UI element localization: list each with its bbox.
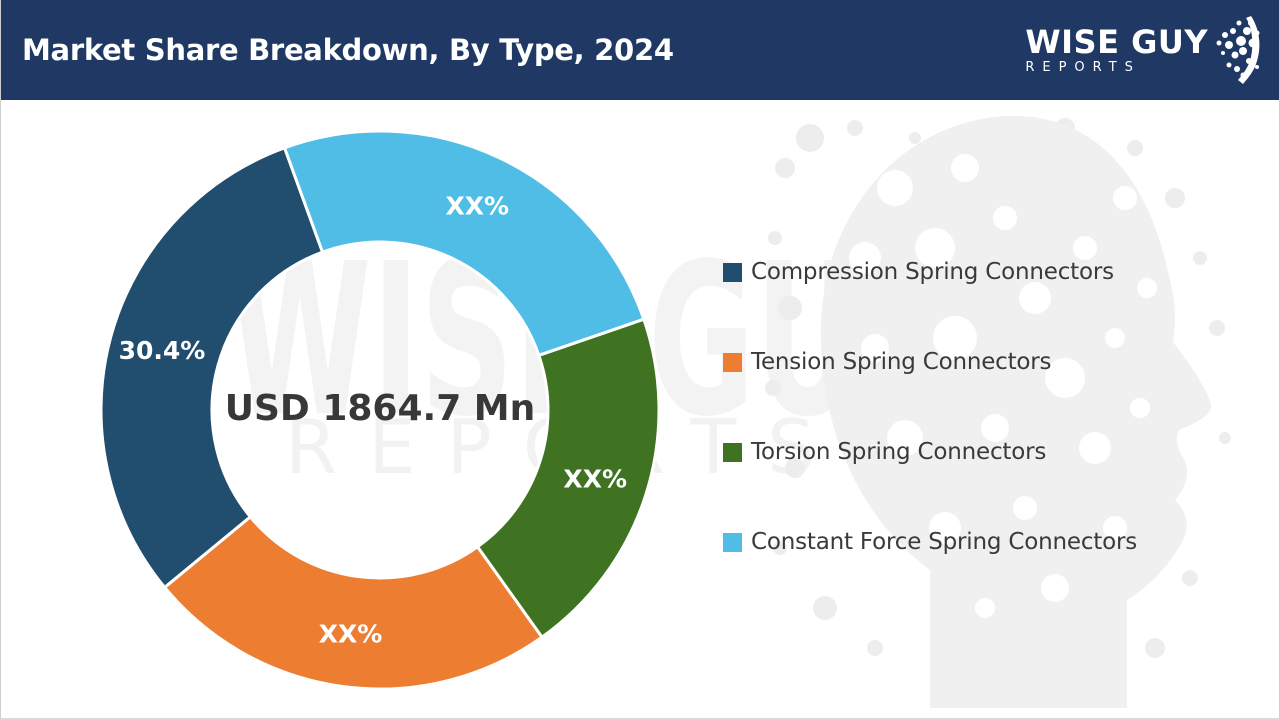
logo-wordmark: WISE GUY REPORTS [1025,25,1208,75]
legend-swatch [723,532,742,552]
legend-swatch [723,442,742,462]
logo-wordmark-sub: REPORTS [1025,60,1141,75]
slice-value-label: 30.4% [119,336,206,365]
donut-segment-3 [282,129,646,358]
legend-item: Torsion Spring Connectors [723,434,1137,470]
header-bar: Market Share Breakdown, By Type, 2024 WI… [0,0,1280,100]
legend-swatch [723,352,742,372]
donut-segment-0 [99,145,325,590]
chart-legend: Compression Spring Connectors Tension Sp… [723,254,1137,614]
legend-label: Tension Spring Connectors [751,349,1052,375]
donut-segment-2 [475,317,661,640]
slice-value-label: XX% [563,464,627,493]
donut-segment-1 [162,514,545,691]
logo-wordmark-main: WISE GUY [1025,23,1208,61]
logo-face-icon [1216,16,1260,84]
chart-center-value: USD 1864.7 Mn [224,387,536,429]
legend-label: Torsion Spring Connectors [751,439,1047,465]
legend-item: Constant Force Spring Connectors [723,524,1137,560]
page-title: Market Share Breakdown, By Type, 2024 [22,33,674,67]
slice-value-label: XX% [445,192,509,221]
legend-swatch [723,262,742,282]
brand-logo: WISE GUY REPORTS [1025,0,1262,100]
legend-label: Compression Spring Connectors [751,259,1114,285]
slice-value-label: XX% [319,620,383,649]
legend-item: Tension Spring Connectors [723,344,1137,380]
legend-item: Compression Spring Connectors [723,254,1137,290]
legend-label: Constant Force Spring Connectors [751,529,1137,555]
